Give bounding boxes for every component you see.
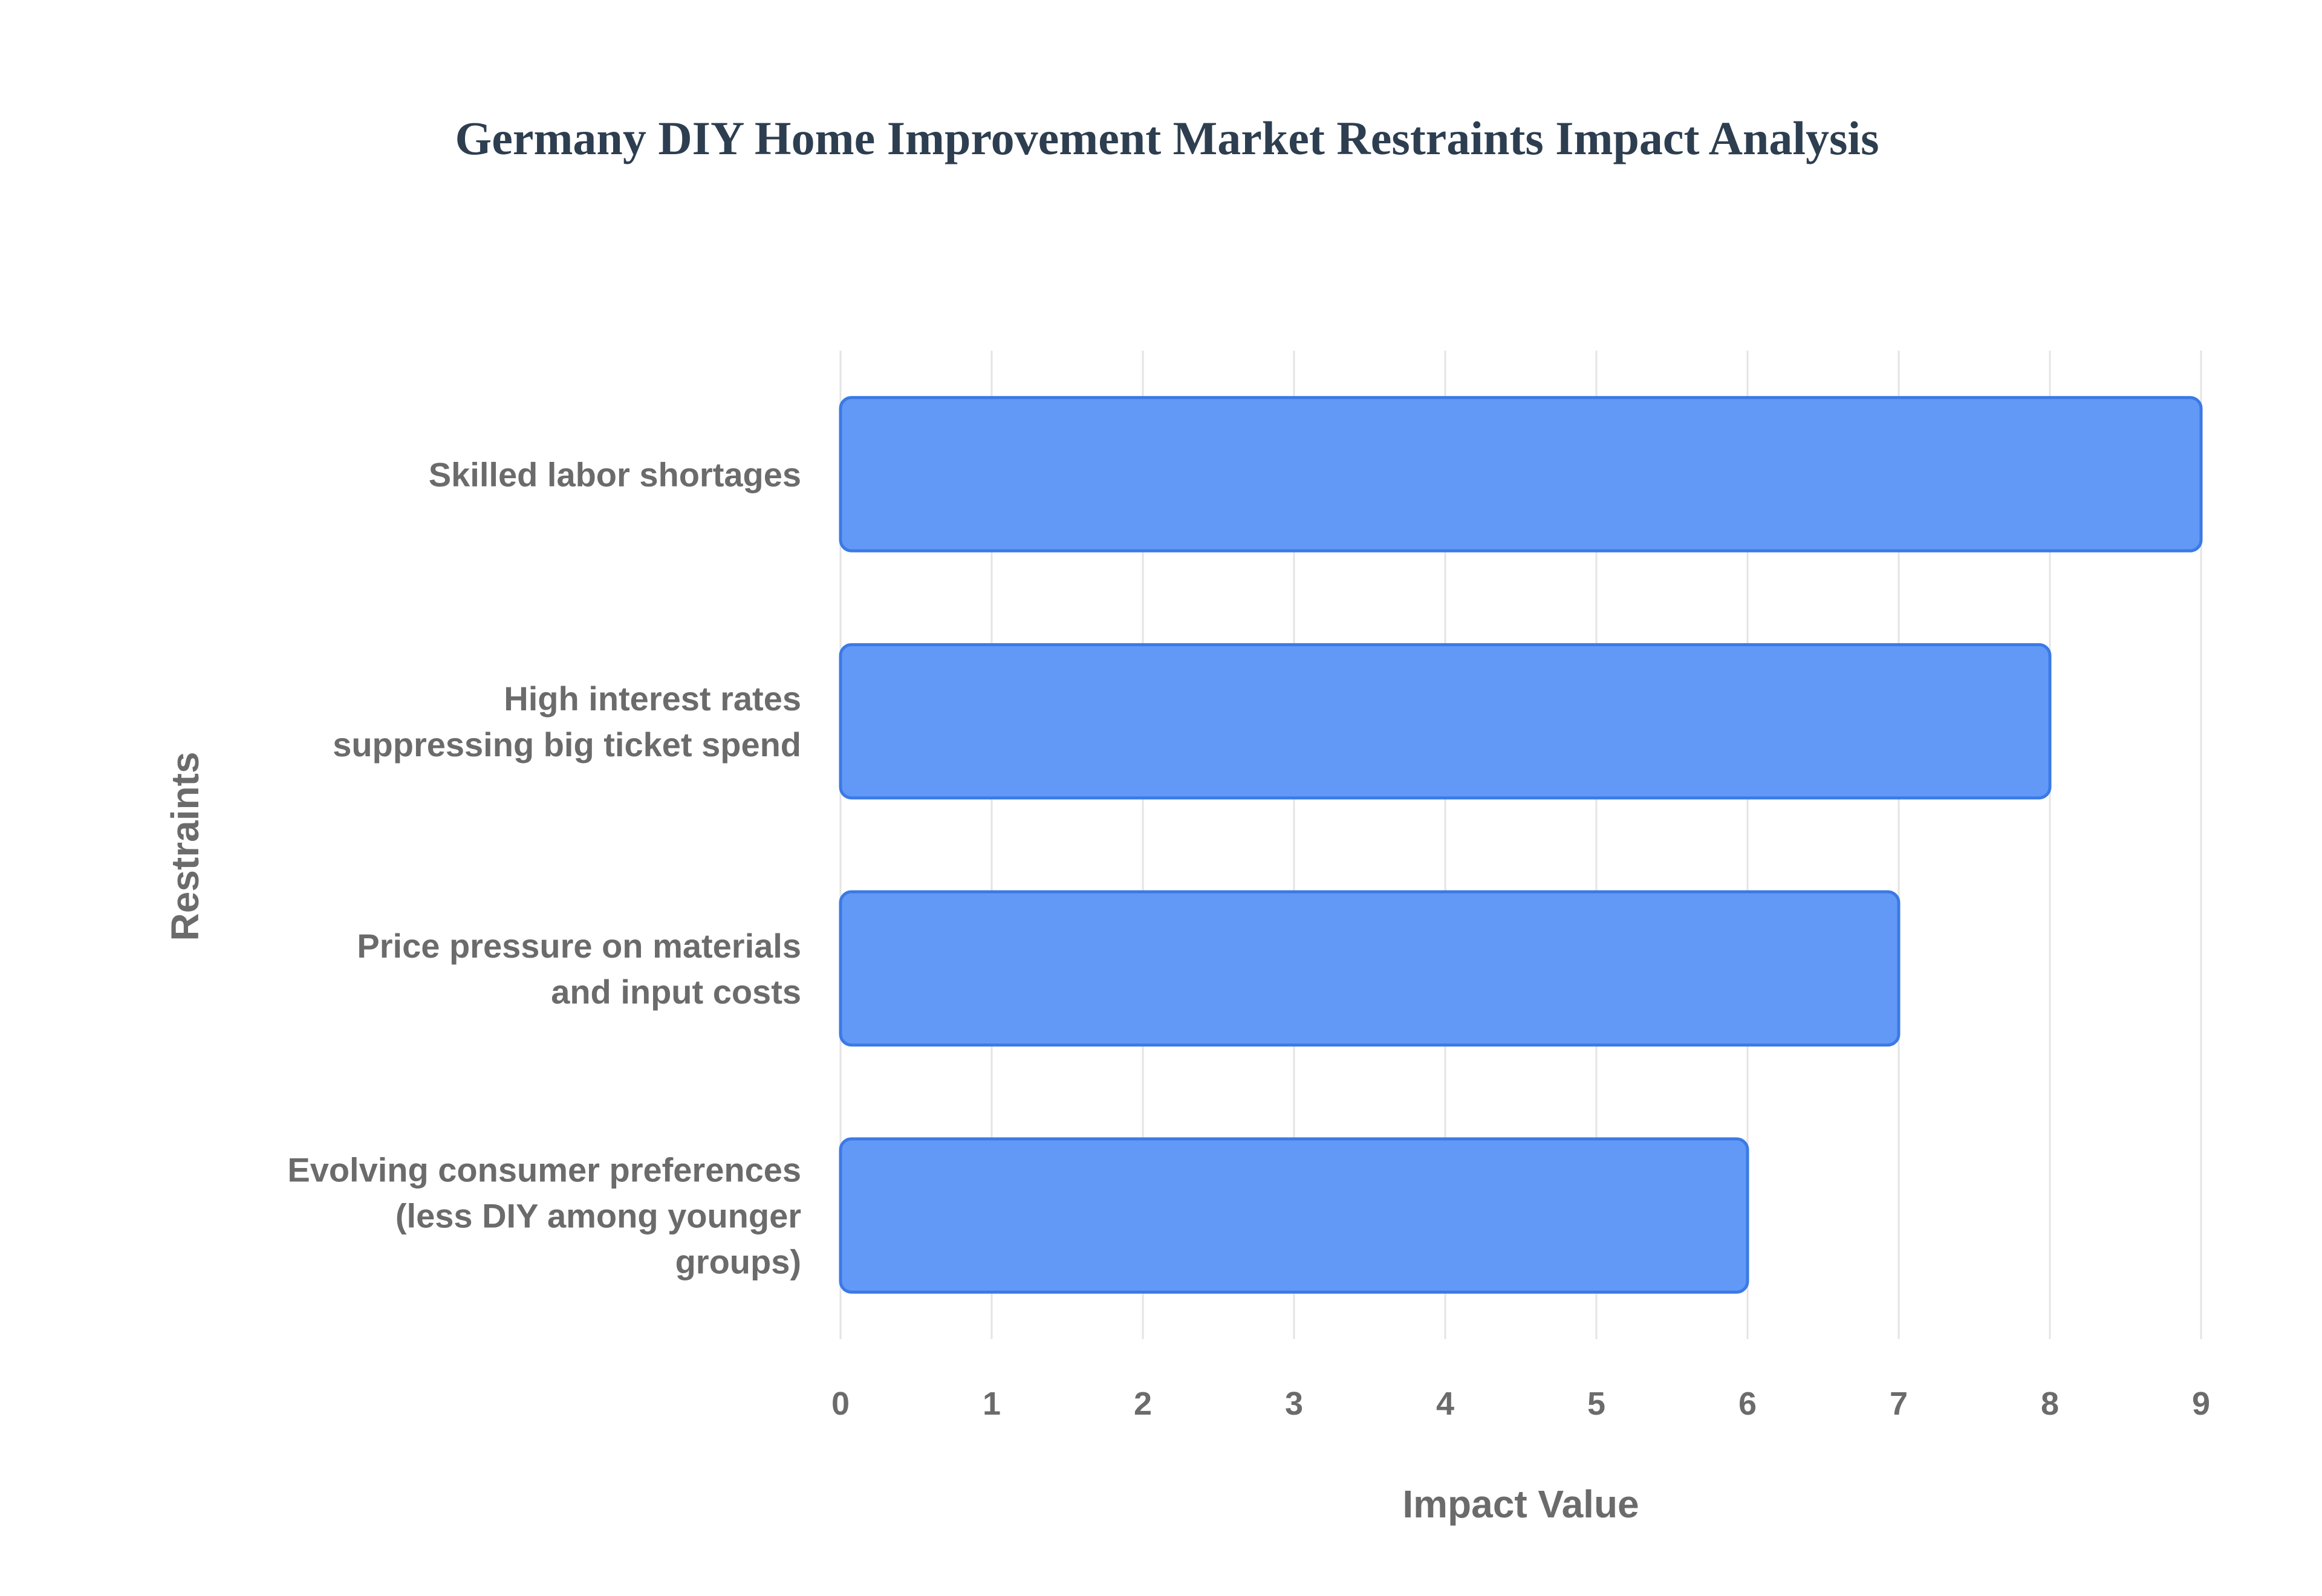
bar	[839, 890, 1901, 1047]
x-tick-label: 3	[1285, 1386, 1303, 1422]
bar	[839, 1137, 1749, 1294]
x-axis-title: Impact Value	[1402, 1482, 1639, 1526]
x-tick-label: 0	[831, 1386, 850, 1422]
category-label-line: (less DIY among younger	[395, 1197, 801, 1235]
x-tick-label: 6	[1738, 1386, 1757, 1422]
category-label-line: Skilled labor shortages	[429, 455, 801, 493]
category-label-line: groups)	[675, 1243, 801, 1281]
category-label-line: Evolving consumer preferences	[287, 1151, 801, 1189]
category-label: Price pressure on materials and input cos…	[357, 927, 801, 1011]
x-tick-label: 4	[1436, 1386, 1454, 1422]
y-axis-title: Restraints	[163, 752, 207, 941]
category-label-line: Price pressure on materials	[357, 927, 801, 965]
bar	[839, 396, 2203, 553]
bar	[839, 643, 2052, 800]
category-label-line: and input costs	[551, 973, 801, 1011]
x-tick-label: 7	[1890, 1386, 1908, 1422]
x-tick-label: 5	[1587, 1386, 1605, 1422]
x-axis-ticks: 0 1 2 3 4 5 6 7 8 9	[831, 1386, 2210, 1422]
category-label: Evolving consumer preferences (less DIY a…	[287, 1151, 801, 1281]
x-tick-label: 2	[1134, 1386, 1152, 1422]
category-label-line: High interest rates	[504, 680, 801, 718]
category-label: Skilled labor shortages	[429, 455, 801, 493]
category-label: High interest rates suppressing big ticke…	[333, 680, 801, 764]
x-tick-label: 9	[2192, 1386, 2210, 1422]
bars	[839, 396, 2203, 1294]
category-label-line: suppressing big ticket spend	[333, 725, 801, 764]
x-tick-label: 1	[983, 1386, 1001, 1422]
y-axis-categories: Skilled labor shortages High interest rat…	[287, 455, 801, 1280]
chart-title: Germany DIY Home Improvement Market Rest…	[455, 112, 1879, 164]
x-tick-label: 8	[2041, 1386, 2059, 1422]
